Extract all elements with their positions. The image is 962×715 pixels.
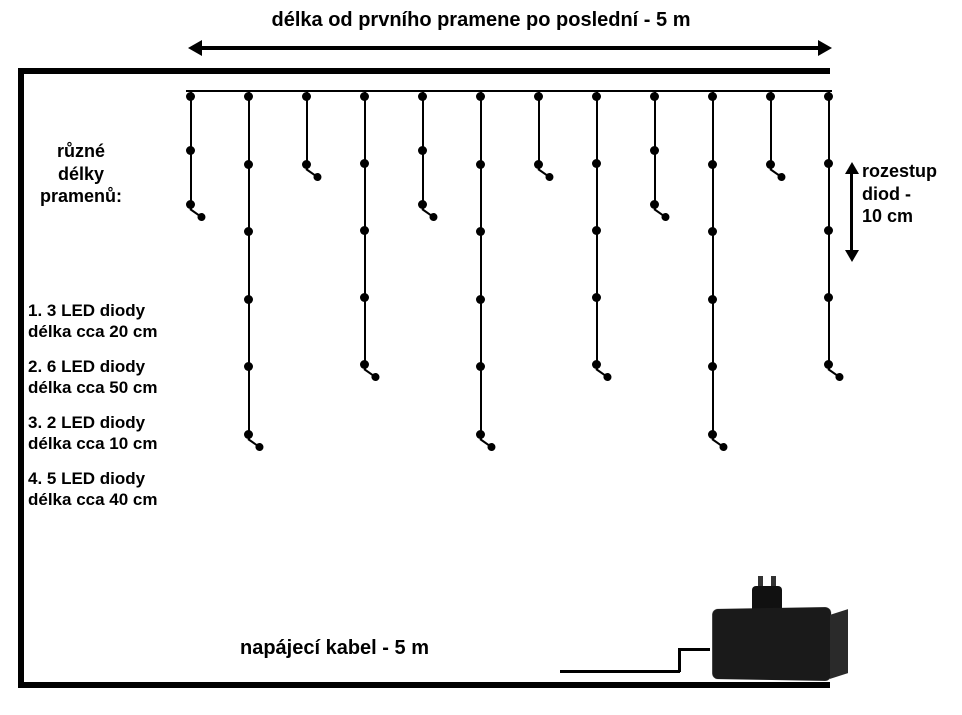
strand: [828, 90, 830, 370]
led-bead: [244, 295, 253, 304]
led-bead: [650, 92, 659, 101]
led-bead: [650, 146, 659, 155]
led-bead: [592, 293, 601, 302]
plug-icon: [752, 586, 782, 610]
power-adapter: [710, 608, 830, 680]
spacing-arrow: [850, 172, 853, 252]
left-heading: různé délky pramenů:: [40, 140, 122, 208]
led-bead: [824, 92, 833, 101]
led-bead: [418, 146, 427, 155]
top-length-label: délka od prvního pramene po poslední - 5…: [0, 8, 962, 33]
strand: [712, 90, 714, 440]
led-bead: [766, 92, 775, 101]
spacing-label: rozestup diod - 10 cm: [862, 160, 937, 228]
adapter-side: [830, 609, 848, 679]
led-bead: [360, 226, 369, 235]
led-bead: [592, 159, 601, 168]
led-bead: [708, 92, 717, 101]
led-bead: [360, 92, 369, 101]
led-bead: [186, 92, 195, 101]
led-bead: [476, 92, 485, 101]
cable-out-h: [560, 670, 680, 673]
cable-out-v: [678, 648, 681, 672]
strand: [654, 90, 656, 210]
adapter-body: [712, 607, 831, 681]
led-bead: [360, 293, 369, 302]
led-bead: [244, 160, 253, 169]
strand: [422, 90, 424, 210]
strand: [480, 90, 482, 440]
strand: [596, 90, 598, 370]
strand: [306, 90, 308, 170]
led-bead: [708, 295, 717, 304]
cable-out-h2: [678, 648, 710, 651]
led-bead: [360, 159, 369, 168]
led-bead: [244, 92, 253, 101]
strand-spec: 1. 3 LED diody délka cca 20 cm: [28, 300, 157, 343]
led-bead: [476, 160, 485, 169]
led-bead: [824, 226, 833, 235]
strand: [538, 90, 540, 170]
led-bead: [824, 159, 833, 168]
strand-spec: 2. 6 LED diody délka cca 50 cm: [28, 356, 157, 399]
led-bead: [302, 92, 311, 101]
strand: [190, 90, 192, 210]
strand-spec: 3. 2 LED diody délka cca 10 cm: [28, 412, 157, 455]
top-horizontal-wire: [186, 90, 832, 92]
led-bead: [824, 293, 833, 302]
strand: [248, 90, 250, 440]
led-bead: [476, 295, 485, 304]
led-curtain-diagram: délka od prvního pramene po poslední - 5…: [0, 0, 962, 715]
led-bead: [534, 92, 543, 101]
led-bead: [592, 92, 601, 101]
power-cable-label: napájecí kabel - 5 m: [240, 636, 429, 661]
led-bead: [592, 226, 601, 235]
top-length-arrow: [200, 46, 820, 50]
led-bead: [418, 92, 427, 101]
led-bead: [186, 146, 195, 155]
led-bead: [708, 160, 717, 169]
strand-spec: 4. 5 LED diody délka cca 40 cm: [28, 468, 157, 511]
strand: [364, 90, 366, 370]
strand: [770, 90, 772, 170]
